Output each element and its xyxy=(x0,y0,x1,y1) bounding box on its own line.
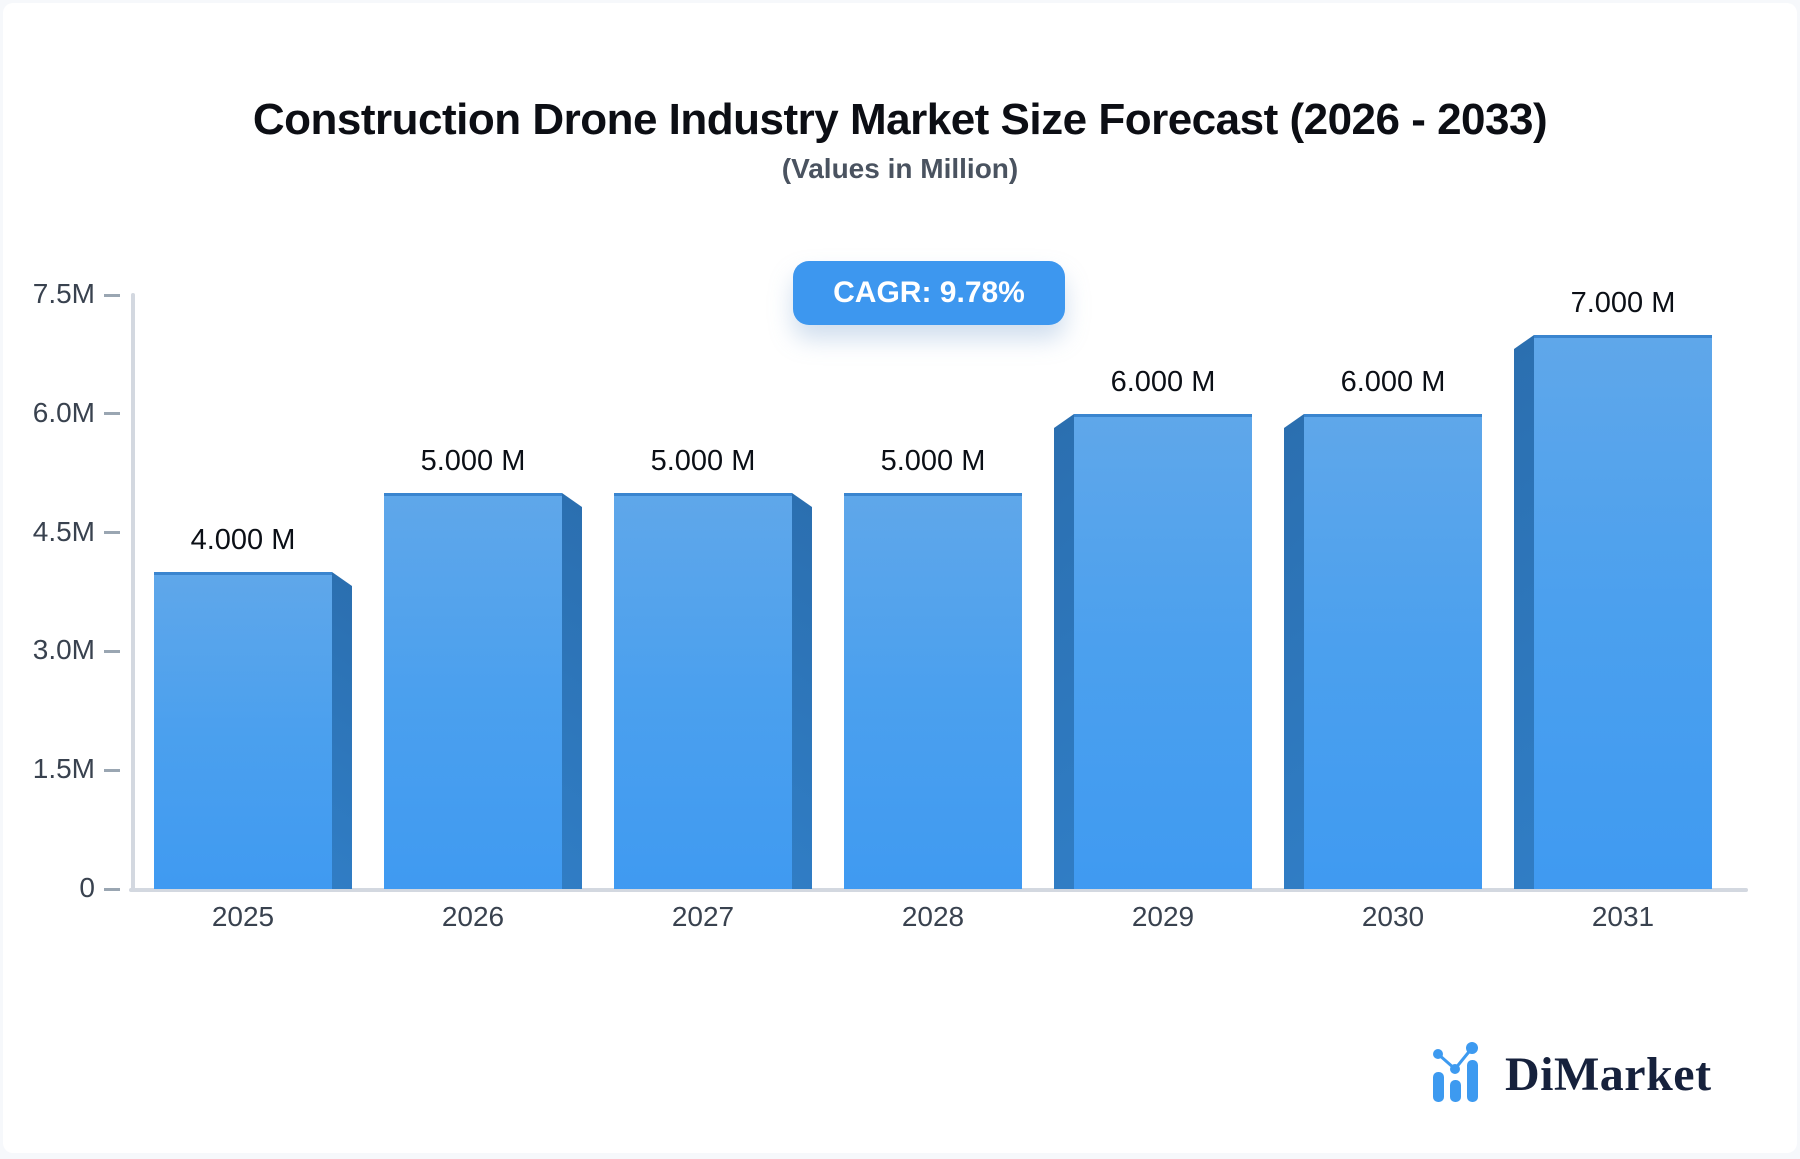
bar-2027[interactable] xyxy=(614,493,812,889)
cagr-badge: CAGR: 9.78% xyxy=(793,261,1065,325)
bar-face xyxy=(384,493,562,889)
x-axis-label: 2028 xyxy=(901,901,965,932)
bar-side-face xyxy=(1054,413,1074,889)
y-tick-mark xyxy=(104,293,120,297)
x-axis-label: 2030 xyxy=(1361,901,1425,932)
bar-face xyxy=(1074,413,1252,889)
y-tick-mark xyxy=(104,887,120,891)
bar-value-label: 5.000 M xyxy=(880,445,986,477)
x-axis-label: 2025 xyxy=(211,901,275,932)
bar-2030[interactable] xyxy=(1284,413,1482,889)
bar-value-label: 6.000 M xyxy=(1110,365,1216,398)
bar-2029[interactable] xyxy=(1054,413,1252,889)
bar-side-face xyxy=(332,572,352,889)
bar-value-label: 6.000 M xyxy=(1340,365,1446,398)
x-axis-label: 2026 xyxy=(441,901,505,932)
bar-chart-logo-icon xyxy=(1433,1042,1478,1102)
y-tick-label: 7.5M xyxy=(32,278,95,309)
bar-value-label: 5.000 M xyxy=(420,445,526,477)
y-axis-line xyxy=(131,293,135,892)
logo-text: DiMarket xyxy=(1505,1047,1712,1101)
bar-value-label: 7.000 M xyxy=(1570,286,1676,319)
bar-side-face xyxy=(1514,334,1534,889)
x-axis-label: 2027 xyxy=(671,901,735,932)
y-tick-label: 1.5M xyxy=(32,753,95,785)
dimarket-logo: DiMarket xyxy=(1431,1039,1712,1109)
y-tick-mark xyxy=(104,412,120,416)
bar-side-face xyxy=(792,493,812,889)
y-tick-mark xyxy=(104,531,120,535)
bar-face xyxy=(844,493,1022,889)
chart-subtitle: (Values in Million) xyxy=(781,153,1019,184)
bar-face xyxy=(614,493,792,889)
chart-card: Construction Drone Industry Market Size … xyxy=(3,3,1797,1153)
chart-title: Construction Drone Industry Market Size … xyxy=(252,95,1548,144)
bar-2028[interactable] xyxy=(844,493,1022,889)
y-tick-label: 3.0M xyxy=(32,634,95,666)
bar-side-face xyxy=(1284,413,1304,889)
x-axis-label: 2031 xyxy=(1591,901,1655,932)
y-tick-label: 6.0M xyxy=(32,396,95,428)
bar-face xyxy=(1304,413,1482,889)
bar-face xyxy=(154,572,332,889)
bar-value-label: 5.000 M xyxy=(650,445,756,477)
bar-value-label: 4.000 M xyxy=(190,524,296,557)
y-tick-mark xyxy=(104,649,120,653)
bar-face xyxy=(1534,334,1712,889)
bar-2026[interactable] xyxy=(384,493,582,889)
y-tick-label: 4.5M xyxy=(32,515,95,547)
bar-2025[interactable] xyxy=(154,572,352,889)
y-tick-mark xyxy=(104,768,120,772)
x-axis-line xyxy=(129,888,1748,892)
bar-side-face xyxy=(562,493,582,889)
bar-2031[interactable] xyxy=(1514,334,1712,889)
y-tick-label: 0 xyxy=(79,872,95,903)
plot-area: 0 1.5M 3.0M 4.5M 6.0M 7.5M 4.000 M 2025 5.000 M 2… xyxy=(3,3,1800,1159)
x-axis-label: 2029 xyxy=(1131,901,1195,932)
